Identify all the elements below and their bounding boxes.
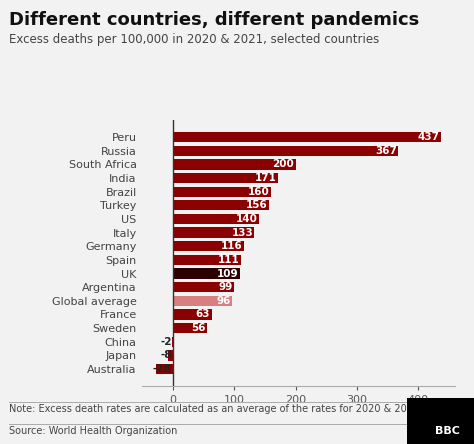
Text: Note: Excess death rates are calculated as an average of the rates for 2020 & 20: Note: Excess death rates are calculated … [9, 404, 419, 414]
Bar [155, 364, 173, 374]
Bar [173, 200, 269, 210]
Bar [173, 309, 211, 320]
Bar [173, 214, 259, 224]
Bar [173, 146, 398, 156]
Text: Excess deaths per 100,000 in 2020 & 2021, selected countries: Excess deaths per 100,000 in 2020 & 2021… [9, 33, 380, 46]
Text: 156: 156 [246, 200, 267, 210]
Text: Different countries, different pandemics: Different countries, different pandemics [9, 11, 420, 29]
Bar [173, 241, 244, 251]
Text: 200: 200 [273, 159, 294, 170]
Bar [173, 227, 255, 238]
Bar [173, 186, 271, 197]
Bar [173, 132, 441, 142]
Text: 133: 133 [231, 228, 253, 238]
Text: 367: 367 [375, 146, 397, 156]
Text: 116: 116 [221, 241, 243, 251]
Bar [173, 296, 232, 306]
Text: 111: 111 [218, 255, 240, 265]
Bar [172, 337, 173, 347]
Text: 160: 160 [248, 186, 270, 197]
Bar [173, 255, 241, 265]
Text: 56: 56 [191, 323, 206, 333]
Text: 437: 437 [418, 132, 440, 142]
Bar [173, 282, 234, 292]
Bar [173, 173, 278, 183]
Text: 63: 63 [196, 309, 210, 320]
Text: -8: -8 [160, 350, 172, 361]
Text: -2: -2 [160, 337, 172, 347]
Bar [168, 350, 173, 361]
Bar [173, 159, 296, 170]
Text: 96: 96 [216, 296, 230, 306]
Text: Source: World Health Organization: Source: World Health Organization [9, 426, 178, 436]
Bar [173, 269, 240, 279]
Text: BBC: BBC [435, 426, 460, 436]
Text: 140: 140 [236, 214, 257, 224]
Text: -28: -28 [153, 364, 172, 374]
Text: 99: 99 [218, 282, 232, 292]
Bar [173, 323, 207, 333]
Text: 109: 109 [217, 269, 238, 278]
Text: 171: 171 [255, 173, 276, 183]
